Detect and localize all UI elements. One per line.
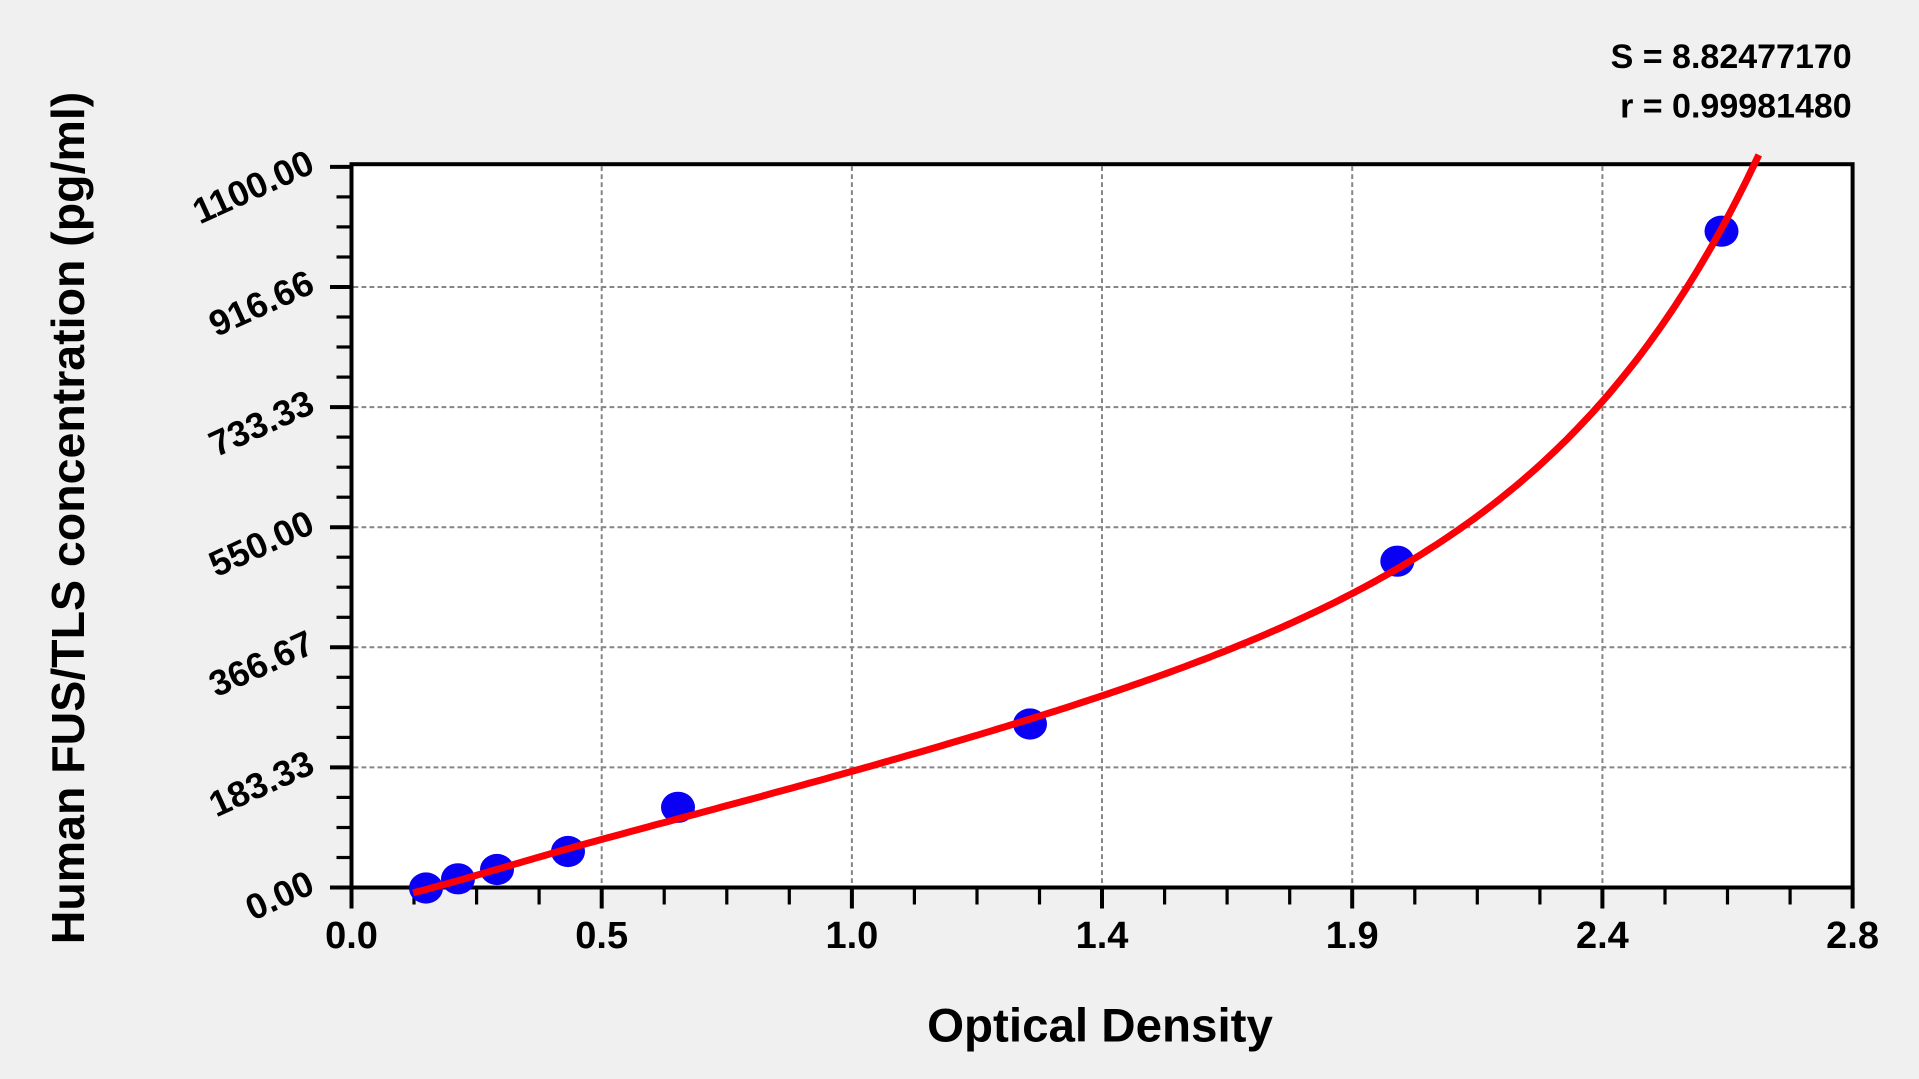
svg-text:2.8: 2.8 [1826,915,1879,957]
svg-text:1.0: 1.0 [825,915,878,957]
svg-text:Human FUS/TLS concentration (p: Human FUS/TLS concentration (pg/ml) [42,92,94,945]
svg-text:1.4: 1.4 [1076,915,1129,957]
svg-text:0.5: 0.5 [575,915,628,957]
svg-text:r = 0.99981480: r = 0.99981480 [1620,87,1852,125]
svg-text:Optical Density: Optical Density [927,1000,1273,1053]
svg-text:2.4: 2.4 [1576,915,1629,957]
svg-text:0.0: 0.0 [325,915,378,957]
svg-text:S = 8.82477170: S = 8.82477170 [1611,38,1852,76]
svg-text:1.9: 1.9 [1326,915,1379,957]
